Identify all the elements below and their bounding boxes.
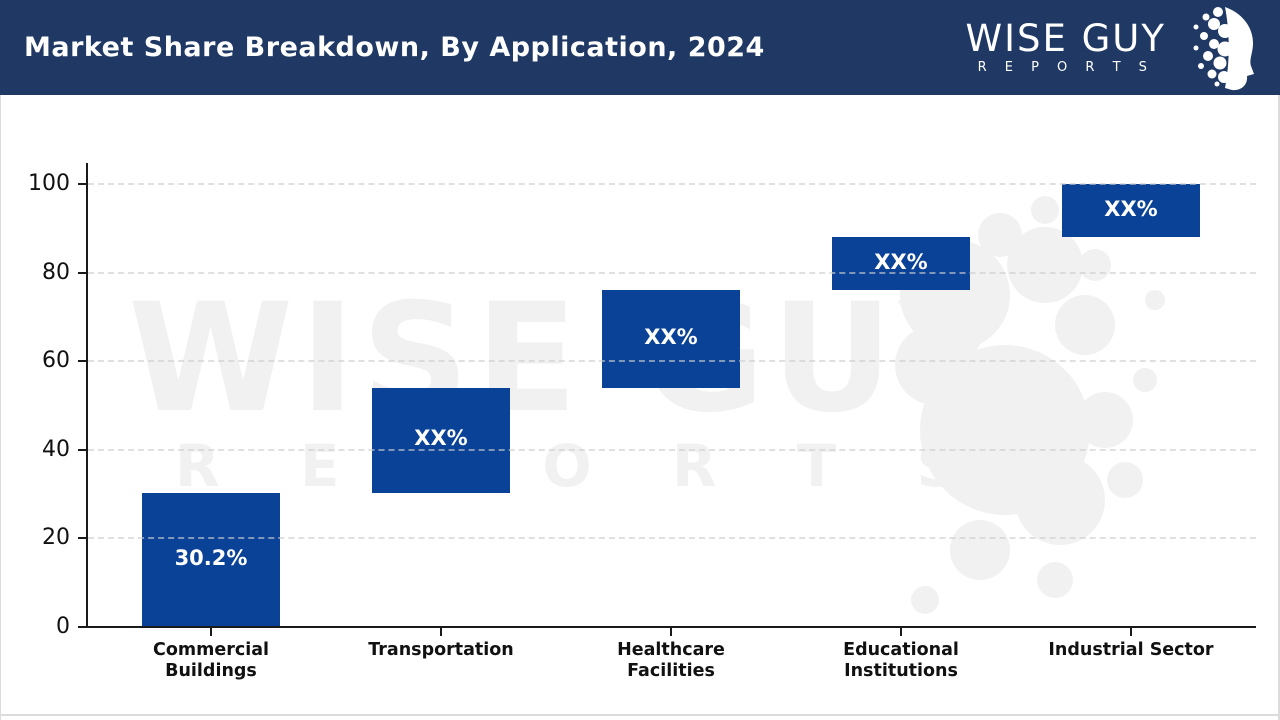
y-tick-label: 20 [42,525,70,551]
y-tick-mark [78,360,86,363]
logo-text: WISE GUY R E P O R T S [965,17,1166,76]
bar-value-label: XX% [874,249,928,274]
right-border [1278,95,1280,720]
bar-value-label: 30.2% [174,546,248,571]
y-tick-label: 80 [42,259,70,285]
bar-segment [372,387,510,494]
bar-value-label: XX% [1104,196,1158,221]
x-category-label-line: Healthcare [617,640,725,660]
gridline [88,448,1256,451]
y-axis [86,163,88,628]
page-title: Market Share Breakdown, By Application, … [24,32,765,63]
bar-segment [602,290,740,388]
x-category-label-line: Transportation [368,640,514,660]
y-tick-label: 60 [42,348,70,374]
x-category-label: Commercial Buildings [101,640,321,682]
header: Market Share Breakdown, By Application, … [0,0,1280,95]
x-category-label-line: Educational [843,640,959,660]
bar-segment [1062,184,1200,238]
watermark-subtext: R E P O R T S [175,432,989,500]
watermark-head-icon [895,196,1165,614]
x-category-label-line: Buildings [165,661,257,681]
x-tick-mark [900,628,902,636]
y-tick-mark [78,626,86,628]
x-category-label: Healthcare Facilities [561,640,781,682]
x-category-label-line: Industrial Sector [1048,640,1214,660]
y-tick-label: 40 [42,436,70,462]
bar-segment [832,237,970,291]
y-tick-label: 100 [28,171,70,196]
left-border [0,95,1,720]
x-category-label: Educational Institutions [791,640,1011,682]
x-category-label-line: Facilities [627,661,715,681]
x-category-label-line: Commercial [152,640,269,660]
logo-wordmark: WISE GUY [965,17,1166,60]
x-tick-mark [670,628,672,636]
gridline [88,183,1256,185]
bottom-border [0,714,1280,716]
x-category-label: Industrial Sector [1021,640,1241,661]
y-tick-label: 0 [56,614,70,639]
x-tick-mark [1130,628,1132,636]
gridline [88,537,1256,540]
gridline [88,271,1256,274]
gridline [88,360,1256,363]
x-category-label: Transportation [331,640,551,661]
logo-subtext: R E P O R T S [977,60,1154,75]
x-category-label-line: Institutions [844,661,958,681]
bar-value-label: XX% [414,426,468,451]
logo: WISE GUY R E P O R T S [966,4,1256,92]
y-tick-mark [78,271,86,274]
bar-segment [142,493,280,627]
y-tick-mark [78,183,86,185]
y-tick-mark [78,448,86,451]
x-tick-mark [440,628,442,636]
logo-head-icon [1193,6,1254,90]
bar-value-label: XX% [644,325,698,350]
watermark-wordmark: WISE GUY [128,272,1014,446]
y-tick-mark [78,537,86,540]
x-axis [86,626,1256,628]
x-tick-mark [210,628,212,636]
